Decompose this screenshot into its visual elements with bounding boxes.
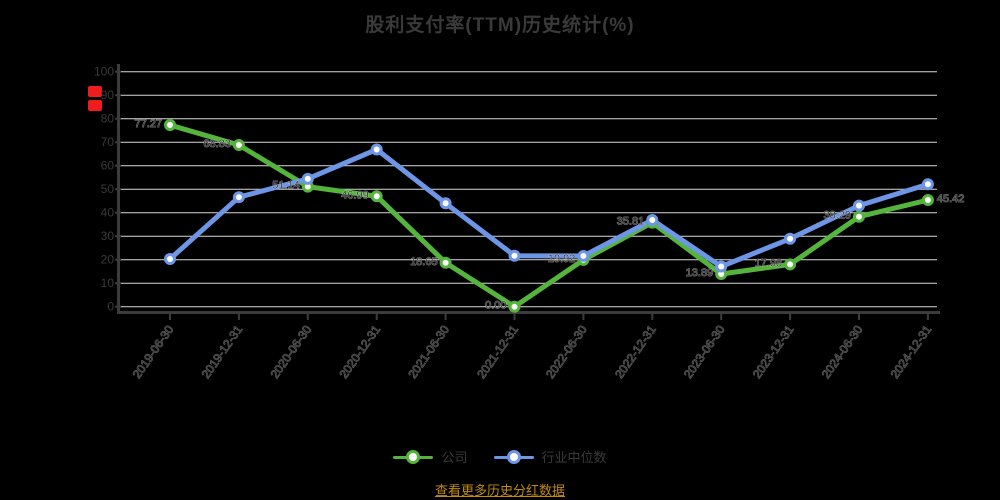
data-point-value-label: 38.29 [823, 210, 851, 222]
y-tick-label: 50 [101, 182, 115, 196]
y-tick-label: 0 [107, 300, 114, 314]
data-point-marker[interactable] [853, 199, 865, 212]
red-glyph-block [88, 86, 102, 97]
data-point-value-label: 0.00 [485, 300, 506, 312]
data-point-marker[interactable] [370, 143, 383, 156]
data-point-marker[interactable] [301, 172, 314, 185]
y-tick-label: 10 [101, 276, 115, 290]
data-point-marker[interactable] [439, 197, 452, 210]
history-data-link[interactable]: 查看更多历史分红数据 [434, 483, 565, 498]
data-point-marker[interactable] [784, 258, 797, 271]
footer-link-row: 查看更多历史分红数据 [0, 480, 1000, 500]
x-category-label: 2022-06-30 [543, 322, 590, 381]
industry-series-marker-icon [493, 449, 534, 464]
data-point-value-label: 18.65 [410, 256, 438, 268]
data-point-marker[interactable] [439, 256, 452, 269]
y-axis-line [117, 64, 120, 314]
x-category-label: 2020-06-30 [268, 322, 315, 381]
legend-label-company: 公司 [441, 450, 468, 465]
data-point-marker[interactable] [715, 260, 728, 273]
x-category-label: 2023-12-31 [750, 322, 797, 381]
legend-label-industry: 行业中位数 [541, 450, 607, 465]
legend-item-industry[interactable]: 行业中位数 [493, 447, 607, 466]
data-point-marker[interactable] [784, 232, 797, 245]
y-tick-label: 60 [101, 159, 115, 173]
data-point-marker[interactable] [921, 178, 934, 191]
data-point-value-label: 35.81 [617, 216, 645, 228]
legend-item-company[interactable]: 公司 [393, 447, 468, 466]
data-point-marker[interactable] [232, 191, 245, 204]
x-category-label: 2019-12-31 [199, 322, 246, 381]
series-line-公司 [167, 122, 931, 310]
series-line-行业中位数 [167, 146, 931, 270]
data-point-value-label: 13.89 [686, 267, 714, 279]
y-tick-label: 80 [101, 112, 115, 126]
chart-title: 股利支付率(TTM)历史统计(%) [365, 15, 635, 36]
x-category-label: 2023-06-30 [681, 322, 728, 381]
red-glyph-block [88, 100, 102, 111]
y-tick-label: 70 [101, 135, 115, 149]
data-point-marker[interactable] [508, 300, 521, 313]
data-point-marker[interactable] [646, 213, 659, 226]
x-category-label: 2022-12-31 [612, 322, 659, 381]
x-category-label: 2024-12-31 [888, 322, 935, 381]
data-point-value-label: 46.99 [341, 189, 369, 201]
x-category-label: 2021-06-30 [405, 322, 452, 381]
data-point-value-label: 77.27 [134, 118, 162, 130]
data-point-marker[interactable] [164, 252, 176, 265]
data-point-marker[interactable] [577, 249, 590, 262]
red-watermark-glyph [88, 86, 102, 112]
data-point-value-label: 45.42 [937, 193, 965, 205]
data-point-value-label: 19.92 [548, 253, 576, 265]
x-category-label: 2019-06-30 [130, 322, 177, 381]
x-category-label: 2024-06-30 [819, 322, 866, 381]
data-point-value-label: 68.83 [203, 138, 231, 150]
x-category-label: 2021-12-31 [474, 322, 521, 381]
y-tick-label: 40 [101, 206, 115, 220]
data-point-marker[interactable] [508, 249, 521, 262]
y-tick-label: 90 [101, 88, 115, 102]
chart-legend: 公司 行业中位数 [0, 447, 1000, 466]
x-category-label: 2020-12-31 [336, 322, 383, 381]
data-point-value-label: 51.14 [272, 180, 300, 192]
company-series-marker-icon [393, 449, 434, 464]
data-point-marker[interactable] [921, 194, 934, 207]
data-point-marker[interactable] [164, 119, 176, 132]
y-tick-label: 30 [101, 229, 115, 243]
y-tick-label: 20 [101, 253, 115, 267]
data-point-marker[interactable] [232, 139, 245, 152]
data-point-marker[interactable] [853, 210, 865, 223]
data-point-value-label: 17.98 [755, 257, 783, 269]
y-tick-label: 100 [94, 65, 114, 79]
x-axis-line [117, 311, 940, 314]
data-point-marker[interactable] [370, 190, 383, 203]
